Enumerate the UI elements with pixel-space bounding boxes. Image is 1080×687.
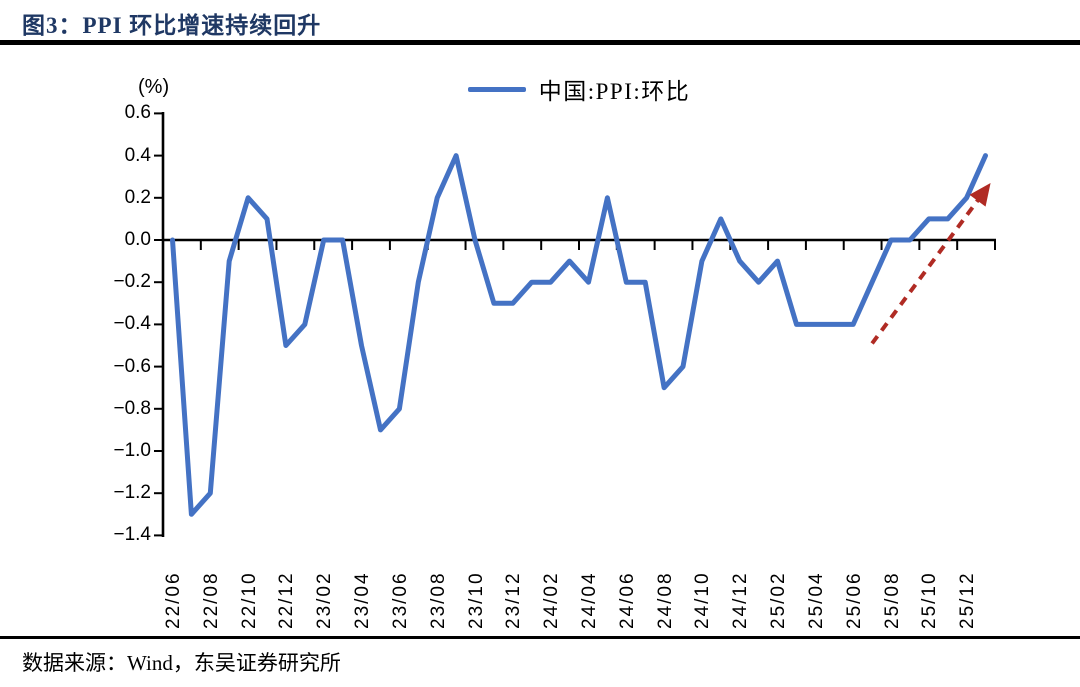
x-tick-label: 22/08 — [200, 571, 222, 629]
chart-legend: 中国:PPI:环比 — [163, 72, 995, 106]
y-axis-unit-label: (%) — [138, 76, 170, 98]
legend-label: 中国:PPI:环比 — [538, 79, 691, 104]
x-tick-label: 25/06 — [843, 571, 865, 629]
source-note: 数据来源：Wind，东吴证券研究所 — [22, 651, 341, 675]
x-tick-label: 22/10 — [238, 571, 260, 629]
x-tick-label: 25/10 — [919, 571, 941, 629]
y-tick-label: −0.8 — [113, 397, 151, 419]
y-tick-label: 0.6 — [124, 102, 151, 124]
y-tick-label: −1.4 — [113, 524, 151, 546]
x-tick-label: 22/06 — [162, 571, 184, 629]
figure-title: 图3：PPI 环比增速持续回升 — [22, 13, 322, 38]
y-tick-label: 0.4 — [124, 144, 151, 166]
x-tick-label: 23/12 — [503, 571, 525, 629]
x-tick-label: 23/10 — [465, 571, 487, 629]
x-tick-label: 24/12 — [730, 571, 752, 629]
y-tick-label: 0.2 — [124, 186, 151, 208]
y-tick-label: −1.0 — [113, 440, 151, 461]
x-tick-label: 24/08 — [654, 571, 676, 629]
x-tick-label: 23/04 — [352, 571, 374, 629]
legend-line-swatch — [467, 86, 526, 92]
y-tick-label: −0.6 — [113, 355, 151, 377]
x-tick-label: 25/08 — [881, 571, 903, 629]
y-tick-label: −1.2 — [113, 482, 151, 504]
x-tick-label: 23/02 — [314, 571, 336, 629]
y-tick-label: 0.0 — [124, 229, 151, 250]
ppi-line-series — [170, 153, 988, 517]
x-tick-label: 24/04 — [578, 571, 600, 629]
chart-bottom-rule — [0, 636, 1080, 639]
x-tick-label: 22/12 — [276, 571, 298, 629]
x-tick-label: 23/08 — [427, 571, 449, 629]
trend-arrow — [870, 183, 991, 345]
title-divider-rule — [0, 40, 1080, 45]
x-tick-label: 25/02 — [768, 571, 790, 629]
y-tick-label: −0.4 — [113, 313, 151, 335]
x-tick-label: 24/10 — [692, 571, 714, 629]
x-tick-label: 23/06 — [389, 571, 411, 629]
x-tick-label: 25/12 — [957, 571, 979, 629]
x-tick-label: 25/04 — [805, 571, 827, 629]
y-tick-label: −0.2 — [113, 271, 151, 293]
x-tick-label: 24/06 — [616, 571, 638, 629]
x-tick-label: 24/02 — [541, 571, 563, 629]
